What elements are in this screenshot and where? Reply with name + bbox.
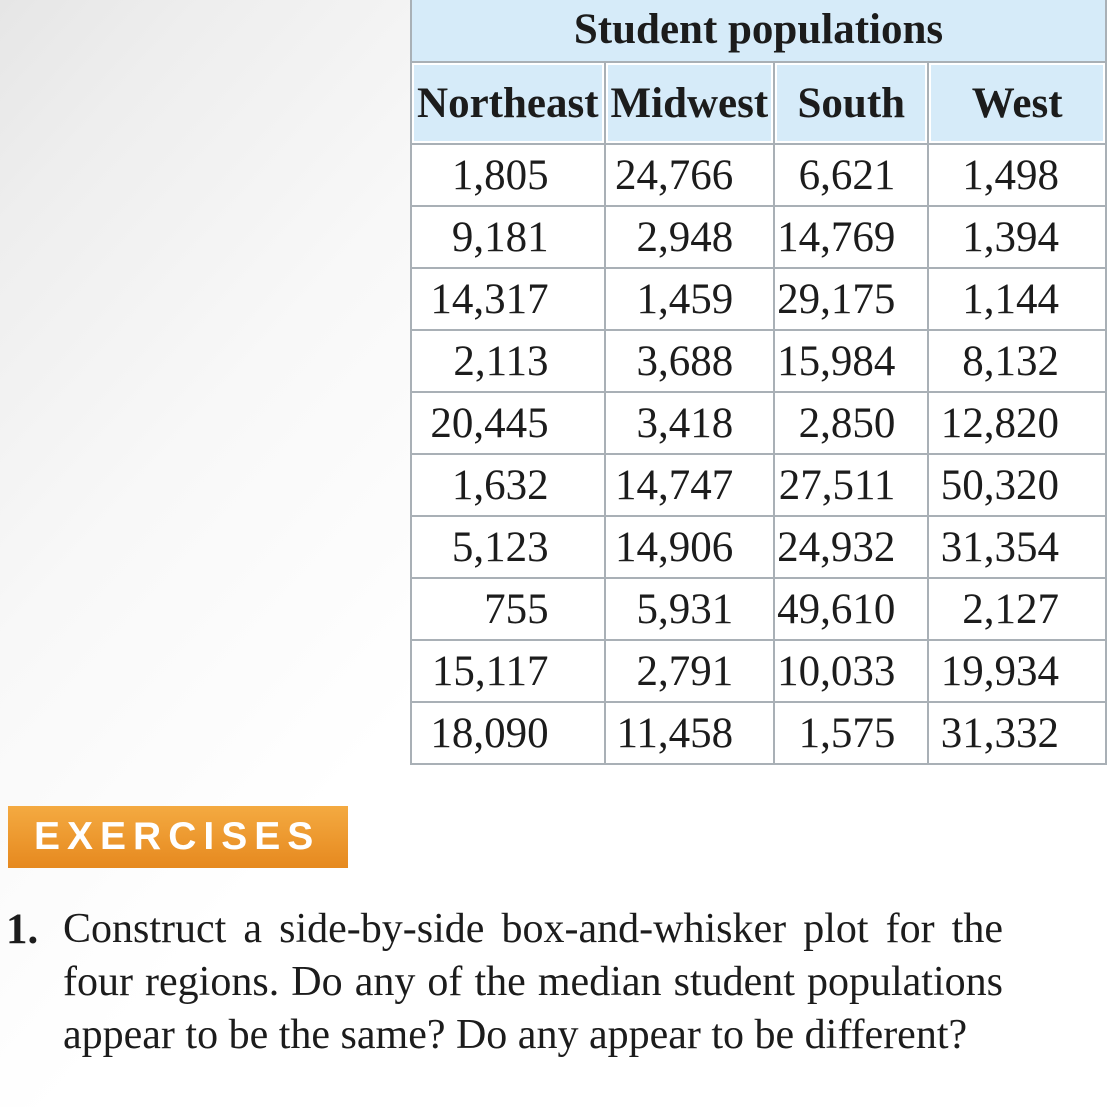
table-row: 14,317 1,459 29,175 1,144 [410, 267, 1107, 331]
table-cell: 10,033 [773, 639, 930, 703]
table-cell: 14,769 [773, 205, 930, 269]
table-title: Student populations [410, 0, 1107, 63]
table-cell: 6,621 [773, 143, 930, 207]
table-row: 1,805 24,766 6,621 1,498 [410, 143, 1107, 207]
table-cell: 1,459 [603, 267, 776, 331]
table-row: 15,117 2,791 10,033 19,934 [410, 639, 1107, 703]
table-cell: 49,610 [773, 577, 930, 641]
table-cell: 12,820 [927, 391, 1107, 455]
table-cell: 18,090 [410, 701, 606, 765]
table-cell: 1,632 [410, 453, 606, 517]
exercise-text: Construct a side-by-side box-and-whisker… [63, 906, 1003, 1058]
table-cell: 3,418 [603, 391, 776, 455]
column-header: Midwest [603, 61, 776, 145]
table-cell: 5,123 [410, 515, 606, 579]
table-cell: 29,175 [773, 267, 930, 331]
table-cell: 2,948 [603, 205, 776, 269]
student-populations-table: Student populations Northeast Midwest Sout… [410, 0, 1107, 765]
table-cell: 14,906 [603, 515, 776, 579]
table-cell: 20,445 [410, 391, 606, 455]
table-cell: 2,791 [603, 639, 776, 703]
exercises-banner-label: EXERCISES [34, 815, 321, 858]
table-cell: 1,394 [927, 205, 1107, 269]
table-row: 1,632 14,747 27,511 50,320 [410, 453, 1107, 517]
table-cell: 8,132 [927, 329, 1107, 393]
table-cell: 15,984 [773, 329, 930, 393]
table-cell: 1,575 [773, 701, 930, 765]
table-cell: 24,932 [773, 515, 930, 579]
table-row: 5,123 14,906 24,932 31,354 [410, 515, 1107, 579]
table-cell: 24,766 [603, 143, 776, 207]
table-cell: 14,317 [410, 267, 606, 331]
table-title-row: Student populations [410, 0, 1107, 63]
column-header: South [773, 61, 930, 145]
table-cell: 5,931 [603, 577, 776, 641]
table-cell: 1,498 [927, 143, 1107, 207]
table-row: 9,181 2,948 14,769 1,394 [410, 205, 1107, 269]
column-header: West [927, 61, 1107, 145]
table-row: 2,113 3,688 15,984 8,132 [410, 329, 1107, 393]
table-cell: 2,850 [773, 391, 930, 455]
table-cell: 50,320 [927, 453, 1107, 517]
column-header: Northeast [410, 61, 606, 145]
table-cell: 31,332 [927, 701, 1107, 765]
table-row: 755 5,931 49,610 2,127 [410, 577, 1107, 641]
table-cell: 2,113 [410, 329, 606, 393]
table-cell: 3,688 [603, 329, 776, 393]
table-cell: 1,144 [927, 267, 1107, 331]
exercise-number: 1. [6, 906, 39, 953]
table-cell: 11,458 [603, 701, 776, 765]
table-cell: 1,805 [410, 143, 606, 207]
table-cell: 19,934 [927, 639, 1107, 703]
table-cell: 755 [410, 577, 606, 641]
exercises-banner: EXERCISES [8, 806, 348, 868]
table-body: 1,805 24,766 6,621 1,498 9,181 2,948 14,769 1,3… [410, 143, 1107, 765]
table-cell: 27,511 [773, 453, 930, 517]
table-cell: 9,181 [410, 205, 606, 269]
table-row: 20,445 3,418 2,850 12,820 [410, 391, 1107, 455]
table-cell: 2,127 [927, 577, 1107, 641]
table-cell: 14,747 [603, 453, 776, 517]
table-header-row: Northeast Midwest South West [410, 61, 1107, 145]
table-row: 18,090 11,458 1,575 31,332 [410, 701, 1107, 765]
table-cell: 15,117 [410, 639, 606, 703]
table-cell: 31,354 [927, 515, 1107, 579]
